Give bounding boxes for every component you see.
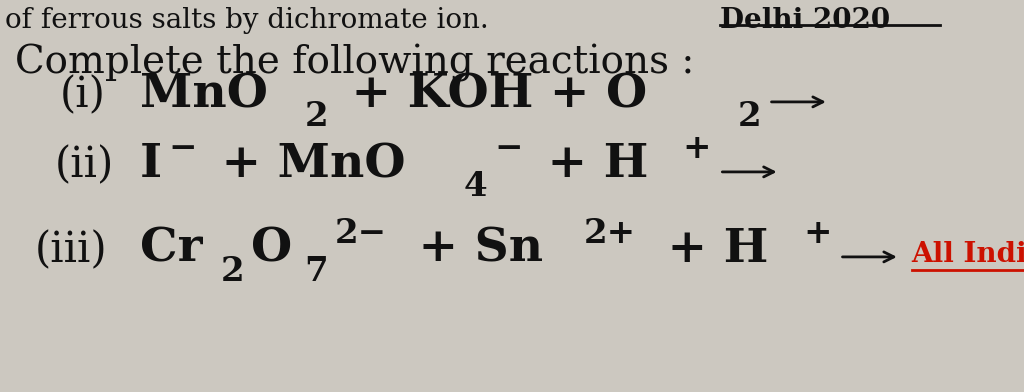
Text: 4: 4 xyxy=(464,170,487,203)
Text: (ii): (ii) xyxy=(55,144,115,186)
Text: 2: 2 xyxy=(220,255,245,288)
Text: Delhi 2020: Delhi 2020 xyxy=(720,7,890,34)
Text: 2−: 2− xyxy=(335,217,387,250)
Text: I: I xyxy=(140,141,162,187)
Text: Complete the following reactions :: Complete the following reactions : xyxy=(15,44,694,82)
Text: O: O xyxy=(251,226,292,272)
Text: MnO: MnO xyxy=(140,71,268,117)
Text: of ferrous salts by dichromate ion.: of ferrous salts by dichromate ion. xyxy=(5,7,488,34)
Text: +: + xyxy=(683,132,712,165)
Text: 2: 2 xyxy=(305,100,329,133)
Text: 2: 2 xyxy=(738,100,762,133)
Text: Cr: Cr xyxy=(140,226,203,272)
Text: 7: 7 xyxy=(304,255,328,288)
Text: −: − xyxy=(169,132,197,165)
Text: + Sn: + Sn xyxy=(402,226,543,272)
Text: −: − xyxy=(495,132,523,165)
Text: (iii): (iii) xyxy=(35,229,108,271)
Text: + KOH + O: + KOH + O xyxy=(336,71,647,117)
Text: (i): (i) xyxy=(60,74,105,116)
Text: + MnO: + MnO xyxy=(206,141,406,187)
Text: +: + xyxy=(803,217,831,250)
Text: All India 2019: All India 2019 xyxy=(911,241,1024,268)
Text: 2+: 2+ xyxy=(585,217,636,250)
Text: + H: + H xyxy=(531,141,648,187)
Text: + H: + H xyxy=(651,226,769,272)
